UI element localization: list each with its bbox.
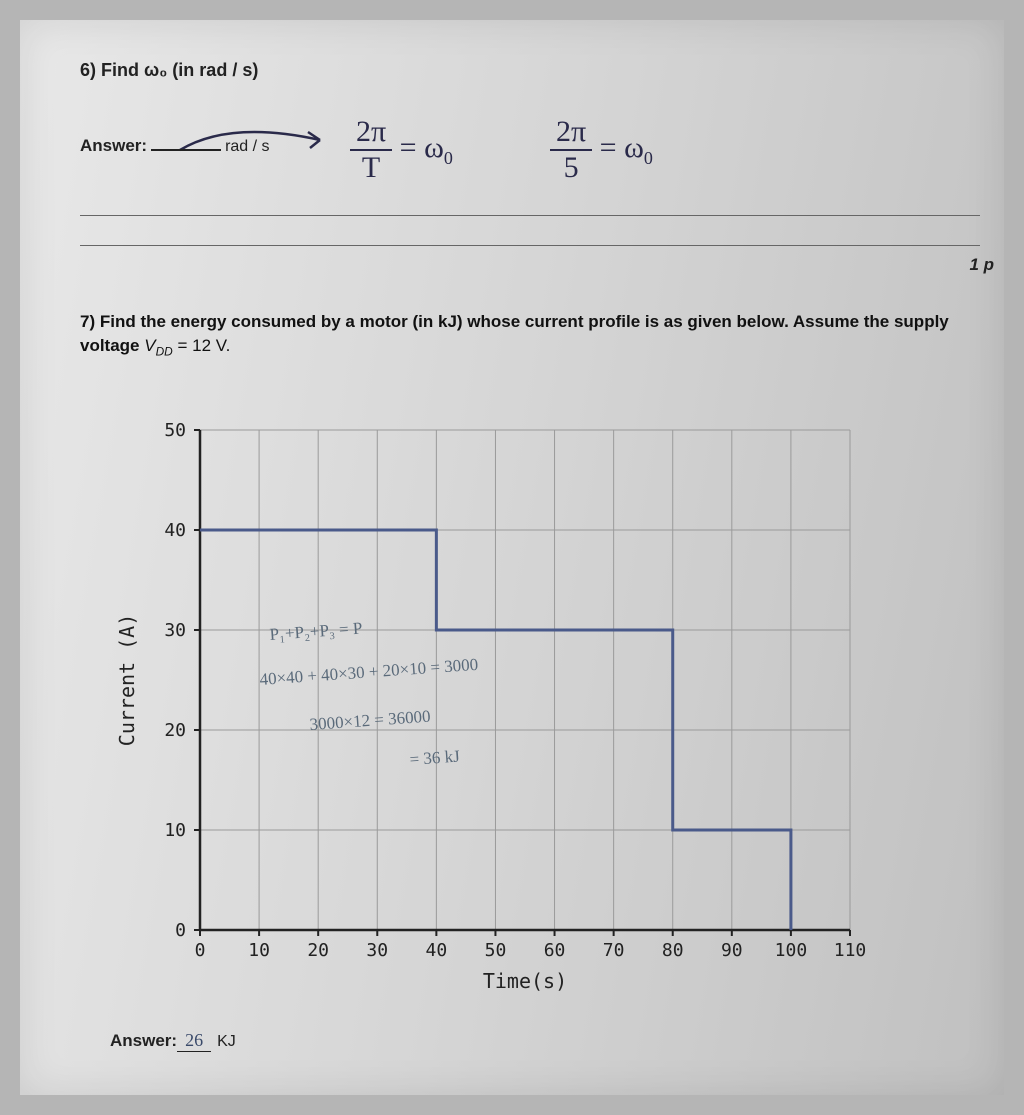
svg-text:60: 60 — [544, 940, 566, 961]
divider-line — [80, 215, 980, 216]
svg-text:40: 40 — [164, 520, 186, 541]
svg-text:40×40 + 40×30 + 20×10 = 3000: 40×40 + 40×30 + 20×10 = 3000 — [259, 655, 479, 689]
question-6: 6) Find ω₀ (in rad / s) — [80, 60, 258, 81]
svg-text:40: 40 — [426, 940, 448, 961]
worksheet-page: 6) Find ω₀ (in rad / s) Answer: rad / s … — [20, 20, 1004, 1095]
vdd-symbol: VDD — [144, 336, 173, 355]
handwritten-formula-1: 2π T = ω0 — [350, 115, 453, 185]
svg-text:0: 0 — [195, 940, 206, 961]
q7-answer-row: Answer: 26 KJ — [110, 1030, 236, 1052]
svg-text:20: 20 — [164, 720, 186, 741]
svg-text:Time(s): Time(s) — [483, 969, 567, 993]
svg-text:80: 80 — [662, 940, 684, 961]
svg-text:70: 70 — [603, 940, 625, 961]
divider-line — [80, 245, 980, 246]
answer-value: 26 — [177, 1030, 211, 1052]
svg-text:10: 10 — [248, 940, 270, 961]
svg-text:20: 20 — [307, 940, 329, 961]
svg-text:30: 30 — [164, 620, 186, 641]
q6-answer-row: Answer: rad / s — [80, 135, 270, 156]
svg-text:10: 10 — [164, 820, 186, 841]
answer-label: Answer: — [80, 136, 147, 156]
q7-text-b: = 12 V. — [173, 336, 231, 355]
answer-unit: rad / s — [225, 138, 269, 156]
answer-blank — [151, 135, 221, 151]
svg-text:100: 100 — [775, 940, 808, 961]
svg-text:Current (A): Current (A) — [115, 614, 139, 746]
answer-unit: KJ — [217, 1033, 236, 1051]
svg-text:P₁+P₂+P₃ = P: P₁+P₂+P₃ = P — [269, 619, 363, 644]
points-label: 1 p — [969, 255, 994, 275]
q6-title: 6) Find ω₀ (in rad / s) — [80, 60, 258, 80]
svg-text:= 36 kJ: = 36 kJ — [409, 747, 461, 769]
svg-text:50: 50 — [485, 940, 507, 961]
svg-text:50: 50 — [164, 420, 186, 441]
svg-text:30: 30 — [366, 940, 388, 961]
chart-svg: 0 10 20 30 40 50 60 70 80 90 100 110 0 10 20 30 40 50 Time… — [110, 410, 870, 1000]
question-7: 7) Find the energy consumed by a motor (… — [80, 310, 980, 360]
svg-text:90: 90 — [721, 940, 743, 961]
handwritten-formula-2: 2π 5 = ω0 — [550, 115, 653, 185]
svg-text:0: 0 — [175, 920, 186, 941]
answer-label: Answer: — [110, 1031, 177, 1051]
current-profile-chart: 0 10 20 30 40 50 60 70 80 90 100 110 0 10 20 30 40 50 Time… — [110, 410, 870, 1000]
svg-text:110: 110 — [834, 940, 867, 961]
